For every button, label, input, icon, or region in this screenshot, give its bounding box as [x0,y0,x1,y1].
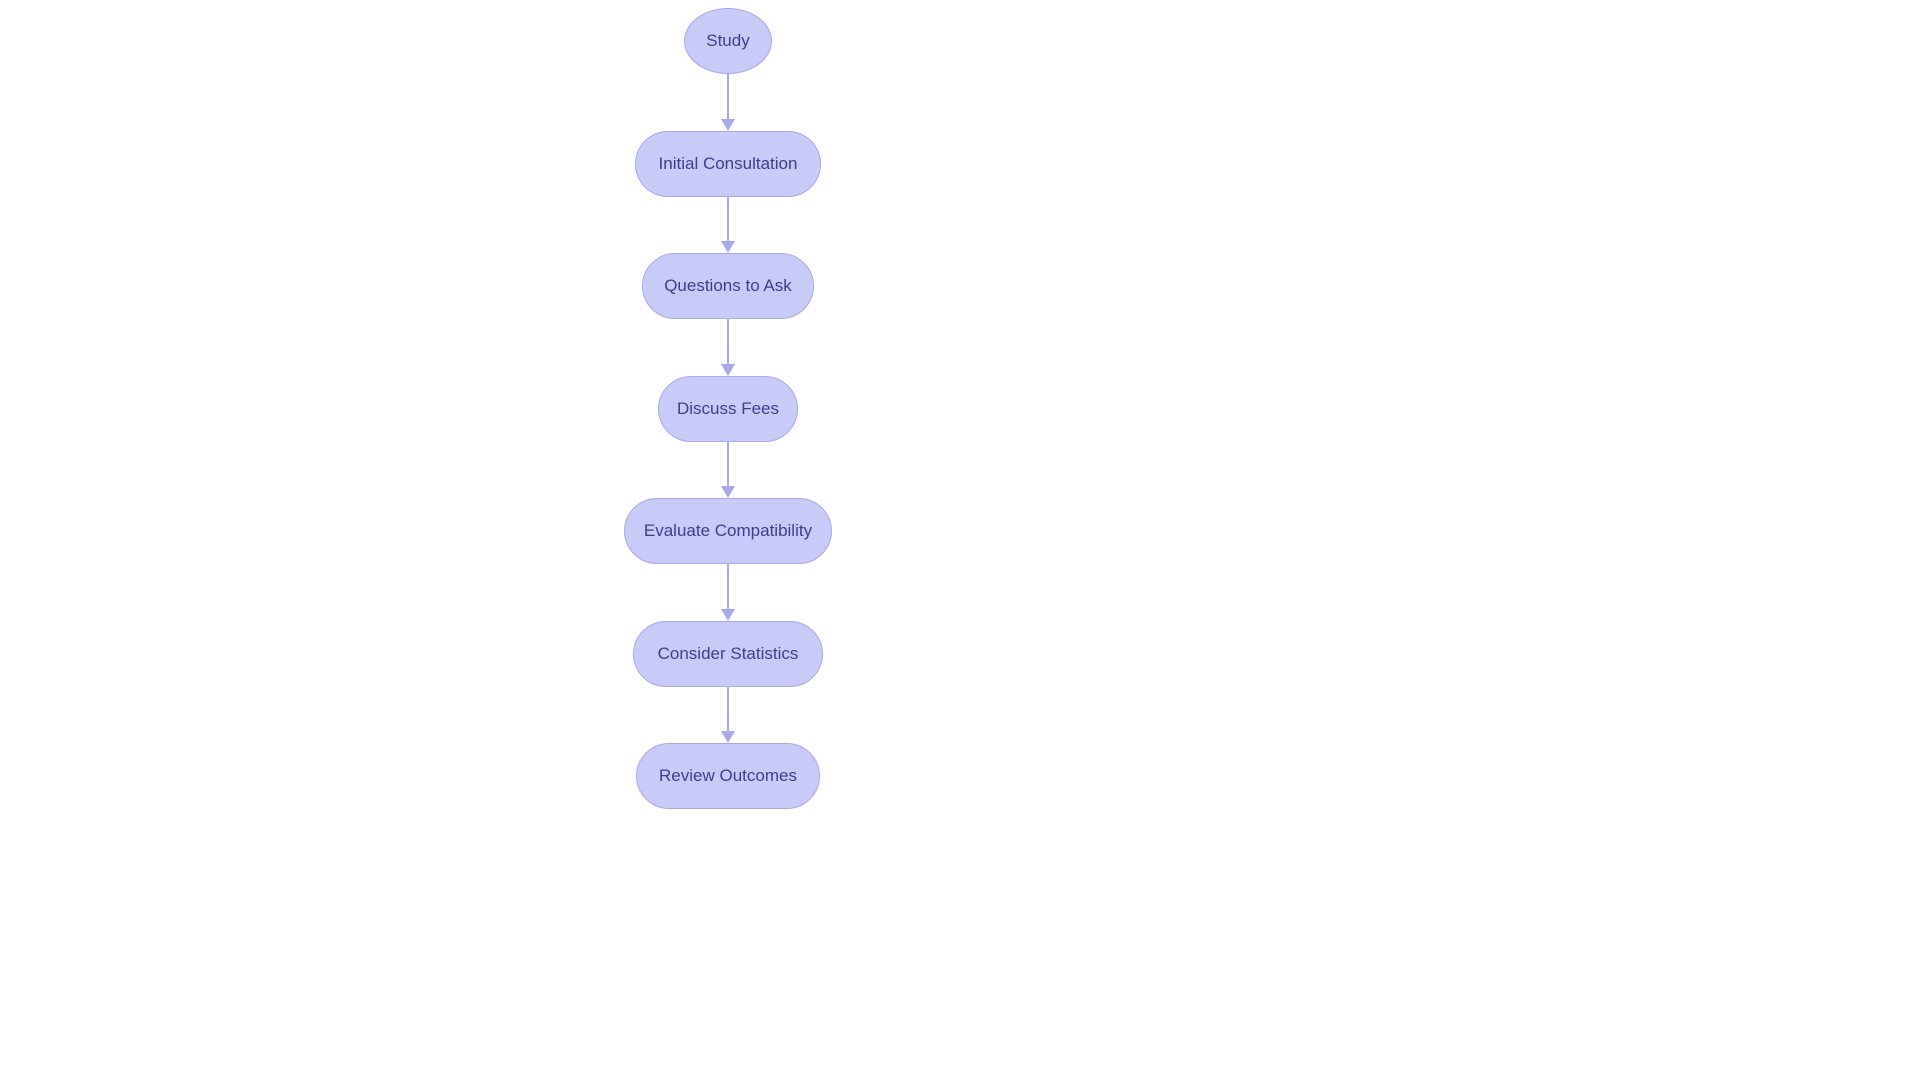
edge-4-5-arrow [721,609,735,621]
node-consider-statistics: Consider Statistics [633,621,823,687]
node-label: Initial Consultation [659,154,798,174]
node-initial-consultation: Initial Consultation [635,131,821,197]
edge-0-1 [727,74,729,119]
node-evaluate-compatibility: Evaluate Compatibility [624,498,832,564]
edge-4-5 [727,564,729,609]
node-label: Discuss Fees [677,399,779,419]
node-review-outcomes: Review Outcomes [636,743,820,809]
edge-1-2 [727,197,729,241]
edge-5-6 [727,687,729,731]
edge-3-4-arrow [721,486,735,498]
flowchart-canvas: Study Initial Consultation Questions to … [0,0,1920,1083]
edge-1-2-arrow [721,241,735,253]
edge-0-1-arrow [721,119,735,131]
node-study: Study [684,8,772,74]
node-label: Questions to Ask [664,276,792,296]
node-discuss-fees: Discuss Fees [658,376,798,442]
edge-3-4 [727,442,729,486]
edge-2-3-arrow [721,364,735,376]
node-label: Consider Statistics [658,644,799,664]
edge-2-3 [727,319,729,364]
edge-5-6-arrow [721,731,735,743]
node-label: Review Outcomes [659,766,797,786]
node-label: Study [706,31,749,51]
node-questions-to-ask: Questions to Ask [642,253,814,319]
node-label: Evaluate Compatibility [644,521,812,541]
